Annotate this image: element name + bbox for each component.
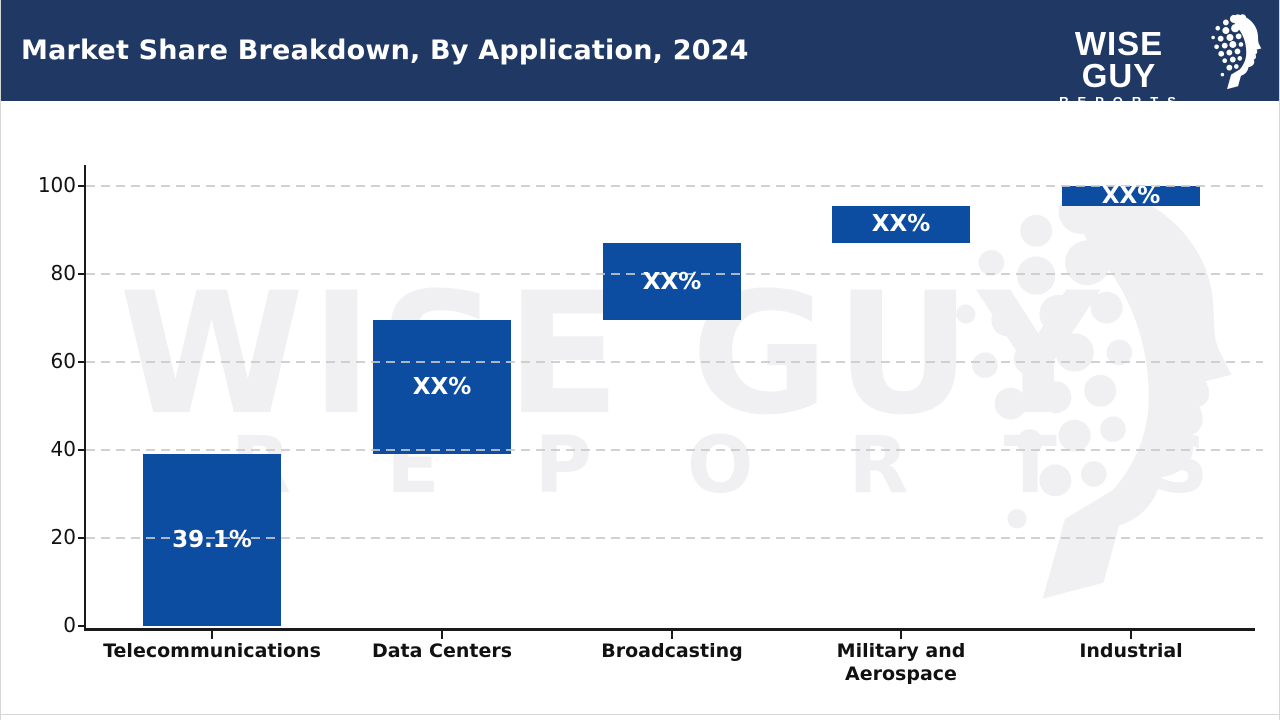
y-tick-label: 60 xyxy=(50,349,76,373)
bar-value-label: XX% xyxy=(1101,182,1161,209)
gridline-60 xyxy=(86,361,1263,363)
bar-data-centers xyxy=(373,320,511,454)
x-tick-mark xyxy=(671,631,673,639)
bar-value-label: XX% xyxy=(642,268,702,295)
y-tick-mark xyxy=(78,361,86,363)
logo-wise-guy-label: WISE GUY xyxy=(1074,25,1164,94)
y-tick-mark xyxy=(78,273,86,275)
logo-text: WISE GUY REPORTS xyxy=(1033,25,1205,109)
y-tick-mark xyxy=(78,537,86,539)
y-tick-mark xyxy=(78,185,86,187)
x-axis xyxy=(84,628,1255,631)
bar-industrial xyxy=(1062,186,1200,206)
bar-value-label: XX% xyxy=(412,374,472,401)
x-category-label: Industrial xyxy=(1079,640,1183,662)
watermark-head-icon xyxy=(956,186,1232,599)
x-tick-mark xyxy=(900,631,902,639)
x-tick-mark xyxy=(1130,631,1132,639)
bar-broadcasting xyxy=(603,243,741,321)
y-axis xyxy=(84,165,86,628)
page-title: Market Share Breakdown, By Application, … xyxy=(21,35,749,66)
bottom-divider xyxy=(1,714,1279,715)
y-tick-label: 40 xyxy=(50,437,76,461)
bar-value-label: 39.1% xyxy=(172,526,252,553)
x-tick-mark xyxy=(441,631,443,639)
header-bar: Market Share Breakdown, By Application, … xyxy=(1,0,1279,109)
bar-military-and-aerospace xyxy=(832,205,970,244)
chart-plot-area: WISE GUY R E P O R T S 39.1% XX% XX% XX% XX%… xyxy=(1,101,1279,715)
logo-reports-label: REPORTS xyxy=(1059,94,1185,109)
bar-value-label: XX% xyxy=(871,211,931,238)
wise-guy-reports-logo: WISE GUY REPORTS xyxy=(1033,6,1263,109)
x-category-label: Data Centers xyxy=(371,640,513,662)
x-category-label: Military and Aerospace xyxy=(836,640,966,685)
bar-telecommunications xyxy=(143,453,281,626)
x-category-label: Broadcasting xyxy=(601,640,743,662)
gridline-40 xyxy=(86,449,1263,451)
gridline-80 xyxy=(86,273,1263,275)
y-tick-label: 0 xyxy=(63,613,76,637)
gridline-20 xyxy=(86,537,1263,539)
y-tick-label: 100 xyxy=(37,173,76,197)
y-tick-label: 80 xyxy=(50,261,76,285)
dotted-head-icon xyxy=(1211,14,1262,90)
y-tick-mark xyxy=(78,449,86,451)
x-tick-mark xyxy=(211,631,213,639)
y-tick-mark xyxy=(78,625,86,627)
x-category-label: Telecommunications xyxy=(103,640,321,662)
gridline-100 xyxy=(86,185,1263,187)
y-tick-label: 20 xyxy=(50,525,76,549)
